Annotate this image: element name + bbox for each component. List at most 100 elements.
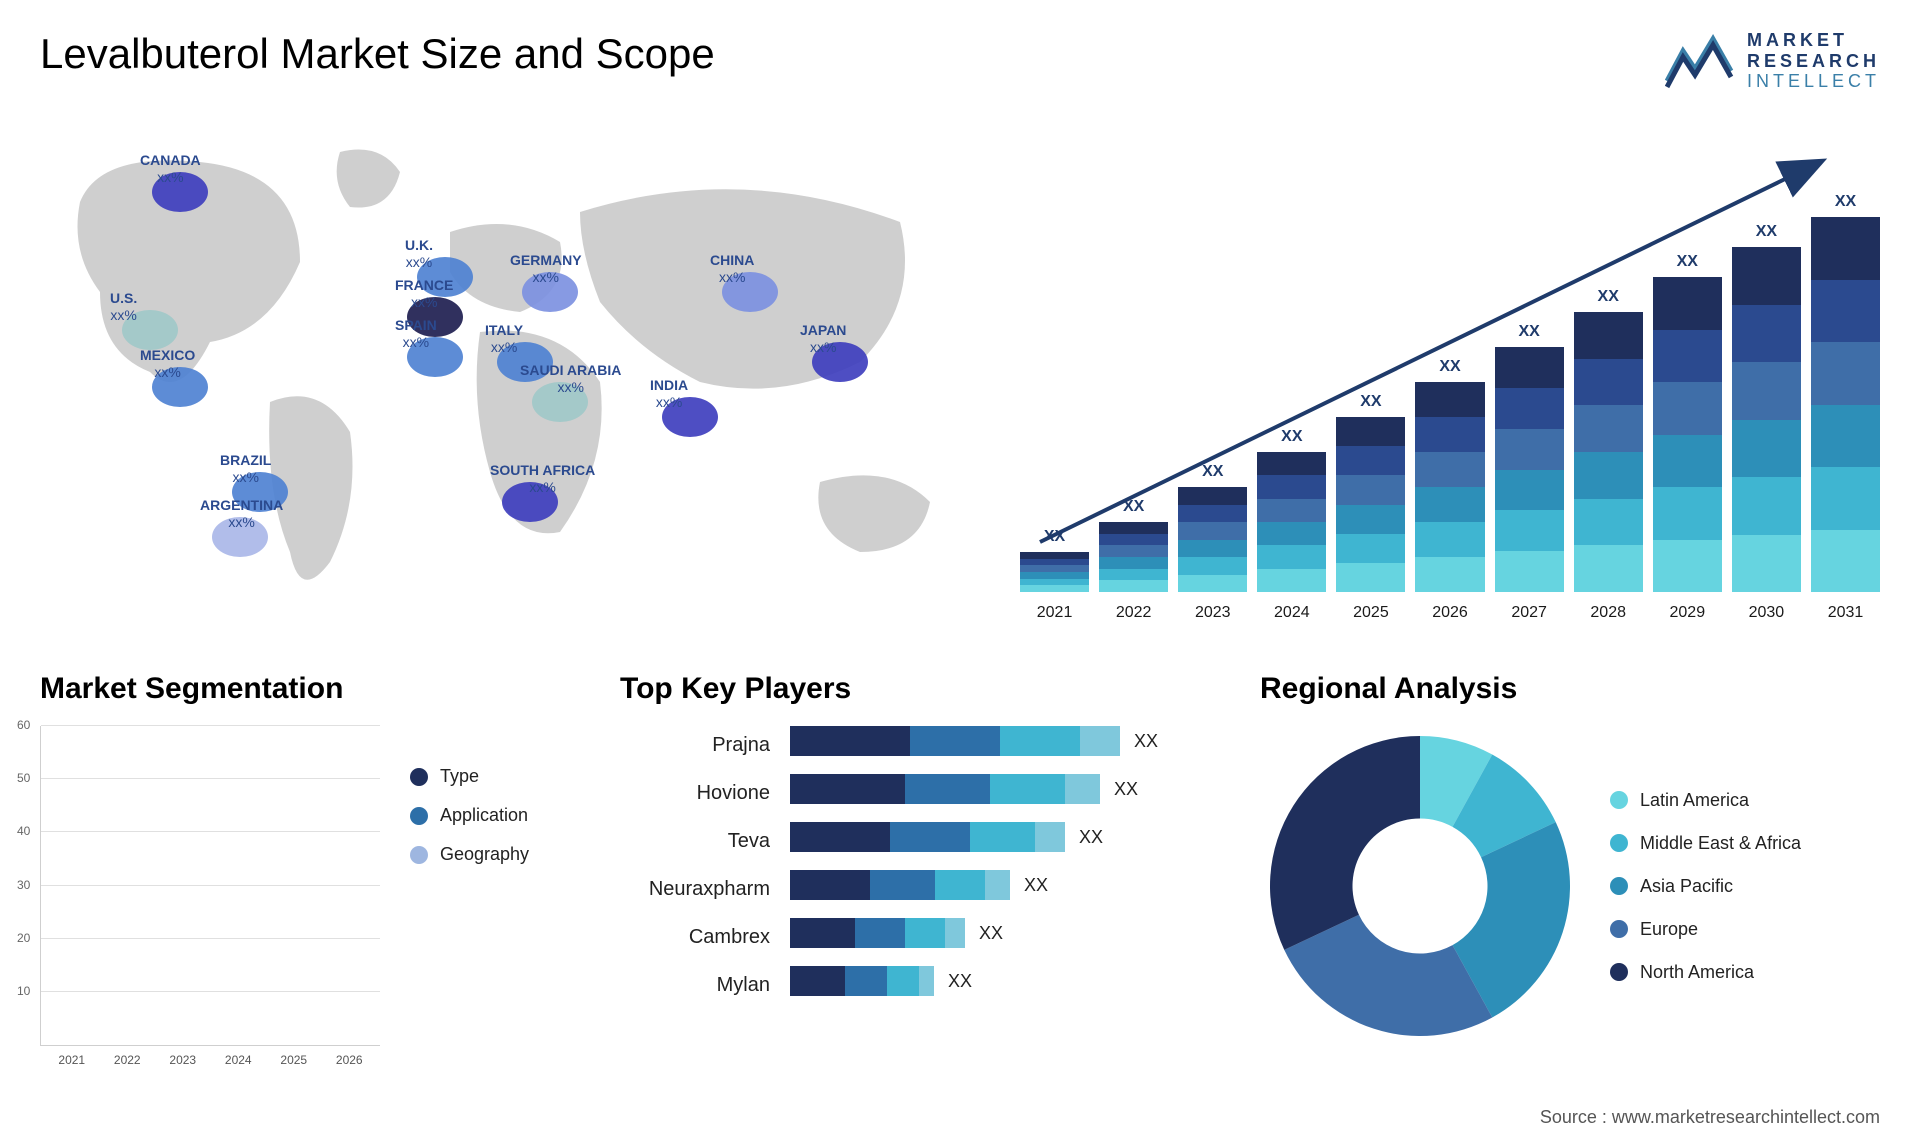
segmentation-year-label: 2024 [216, 1053, 262, 1067]
map-country-label: GERMANYxx% [510, 252, 582, 286]
page-title: Levalbuterol Market Size and Scope [40, 30, 715, 78]
forecast-year-label: 2028 [1574, 604, 1643, 622]
forecast-year-label: 2023 [1178, 604, 1247, 622]
forecast-year-label: 2027 [1495, 604, 1564, 622]
player-value: XX [979, 923, 1003, 944]
forecast-bar-label: XX [1756, 223, 1777, 241]
donut-slice [1270, 736, 1420, 950]
regional-title: Regional Analysis [1260, 672, 1880, 706]
segmentation-title: Market Segmentation [40, 672, 580, 706]
legend-item: Type [410, 766, 529, 787]
map-country-label: U.K.xx% [405, 237, 433, 271]
forecast-bar: XX [1495, 323, 1564, 592]
legend-item: Asia Pacific [1610, 876, 1801, 897]
forecast-bar: XX [1099, 498, 1168, 592]
forecast-bar-label: XX [1123, 498, 1144, 516]
segmentation-year-label: 2022 [105, 1053, 151, 1067]
map-country-label: U.S.xx% [110, 290, 137, 324]
forecast-bar-label: XX [1360, 393, 1381, 411]
segmentation-year-label: 2023 [160, 1053, 206, 1067]
regional-donut-chart [1260, 726, 1580, 1046]
forecast-bar-label: XX [1281, 428, 1302, 446]
forecast-bar: XX [1653, 253, 1722, 592]
forecast-year-label: 2030 [1732, 604, 1801, 622]
map-country-label: BRAZILxx% [220, 452, 271, 486]
forecast-bar-label: XX [1439, 358, 1460, 376]
map-country-label: SOUTH AFRICAxx% [490, 462, 595, 496]
player-label: Hovione [620, 778, 770, 808]
player-bar-row: XX [790, 726, 1220, 756]
segmentation-year-label: 2026 [327, 1053, 373, 1067]
forecast-year-label: 2021 [1020, 604, 1089, 622]
segmentation-panel: Market Segmentation 20212022202320242025… [40, 672, 580, 1046]
player-bar-row: XX [790, 822, 1220, 852]
forecast-bar-label: XX [1202, 463, 1223, 481]
forecast-bar: XX [1732, 223, 1801, 592]
player-bar-row: XX [790, 966, 1220, 996]
map-country-label: SPAINxx% [395, 317, 437, 351]
player-value: XX [1134, 731, 1158, 752]
segmentation-legend: Type Application Geography [410, 726, 529, 1046]
logo-line3: INTELLECT [1747, 71, 1880, 92]
player-label: Teva [620, 826, 770, 856]
segmentation-year-label: 2025 [271, 1053, 317, 1067]
map-country-label: INDIAxx% [650, 377, 688, 411]
player-value: XX [1114, 779, 1138, 800]
segmentation-year-label: 2021 [49, 1053, 95, 1067]
map-country-label: FRANCExx% [395, 277, 453, 311]
player-label: Prajna [620, 730, 770, 760]
forecast-year-label: 2025 [1336, 604, 1405, 622]
map-country-label: SAUDI ARABIAxx% [520, 362, 621, 396]
map-country-label: MEXICOxx% [140, 347, 195, 381]
player-label: Cambrex [620, 922, 770, 952]
forecast-bar: XX [1811, 193, 1880, 592]
player-value: XX [948, 971, 972, 992]
player-bar-row: XX [790, 918, 1220, 948]
forecast-bar-label: XX [1044, 528, 1065, 546]
map-country-label: JAPANxx% [800, 322, 846, 356]
forecast-bar: XX [1257, 428, 1326, 592]
legend-item: Latin America [1610, 790, 1801, 811]
legend-item: Application [410, 805, 529, 826]
player-value: XX [1024, 875, 1048, 896]
forecast-bar-label: XX [1518, 323, 1539, 341]
segmentation-chart: 202120222023202420252026 102030405060 [40, 726, 380, 1046]
forecast-bar: XX [1336, 393, 1405, 592]
source-attribution: Source : www.marketresearchintellect.com [1540, 1107, 1880, 1128]
brand-logo: MARKET RESEARCH INTELLECT [1665, 30, 1880, 92]
forecast-year-label: 2026 [1415, 604, 1484, 622]
forecast-bar: XX [1415, 358, 1484, 592]
key-players-labels: Prajna Hovione Teva Neuraxpharm Cambrex Mylan [620, 726, 770, 1000]
map-country-label: ITALYxx% [485, 322, 523, 356]
forecast-bar-label: XX [1677, 253, 1698, 271]
world-map-panel: CANADAxx%U.S.xx%MEXICOxx%BRAZILxx%ARGENT… [40, 122, 980, 622]
logo-icon [1665, 31, 1735, 91]
regional-panel: Regional Analysis Latin America Middle Ea… [1260, 672, 1880, 1046]
logo-line1: MARKET [1747, 30, 1880, 51]
forecast-bar: XX [1574, 288, 1643, 592]
forecast-year-label: 2022 [1099, 604, 1168, 622]
player-bar-row: XX [790, 870, 1220, 900]
legend-item: Europe [1610, 919, 1801, 940]
legend-item: North America [1610, 962, 1801, 983]
legend-item: Geography [410, 844, 529, 865]
player-value: XX [1079, 827, 1103, 848]
regional-legend: Latin America Middle East & Africa Asia Pa… [1610, 790, 1801, 983]
logo-line2: RESEARCH [1747, 51, 1880, 72]
key-players-panel: Top Key Players Prajna Hovione Teva Neuraxp… [620, 672, 1220, 1046]
forecast-bar: XX [1020, 528, 1089, 592]
forecast-year-label: 2031 [1811, 604, 1880, 622]
player-label: Neuraxpharm [620, 874, 770, 904]
forecast-year-label: 2024 [1257, 604, 1326, 622]
map-country-label: CANADAxx% [140, 152, 201, 186]
player-label: Mylan [620, 970, 770, 1000]
forecast-year-label: 2029 [1653, 604, 1722, 622]
key-players-bars: XX XX XX XX XX XX [790, 726, 1220, 1000]
key-players-title: Top Key Players [620, 672, 1220, 706]
legend-item: Middle East & Africa [1610, 833, 1801, 854]
forecast-bar-label: XX [1835, 193, 1856, 211]
forecast-bar-label: XX [1598, 288, 1619, 306]
forecast-bar: XX [1178, 463, 1247, 592]
player-bar-row: XX [790, 774, 1220, 804]
map-country-label: CHINAxx% [710, 252, 754, 286]
